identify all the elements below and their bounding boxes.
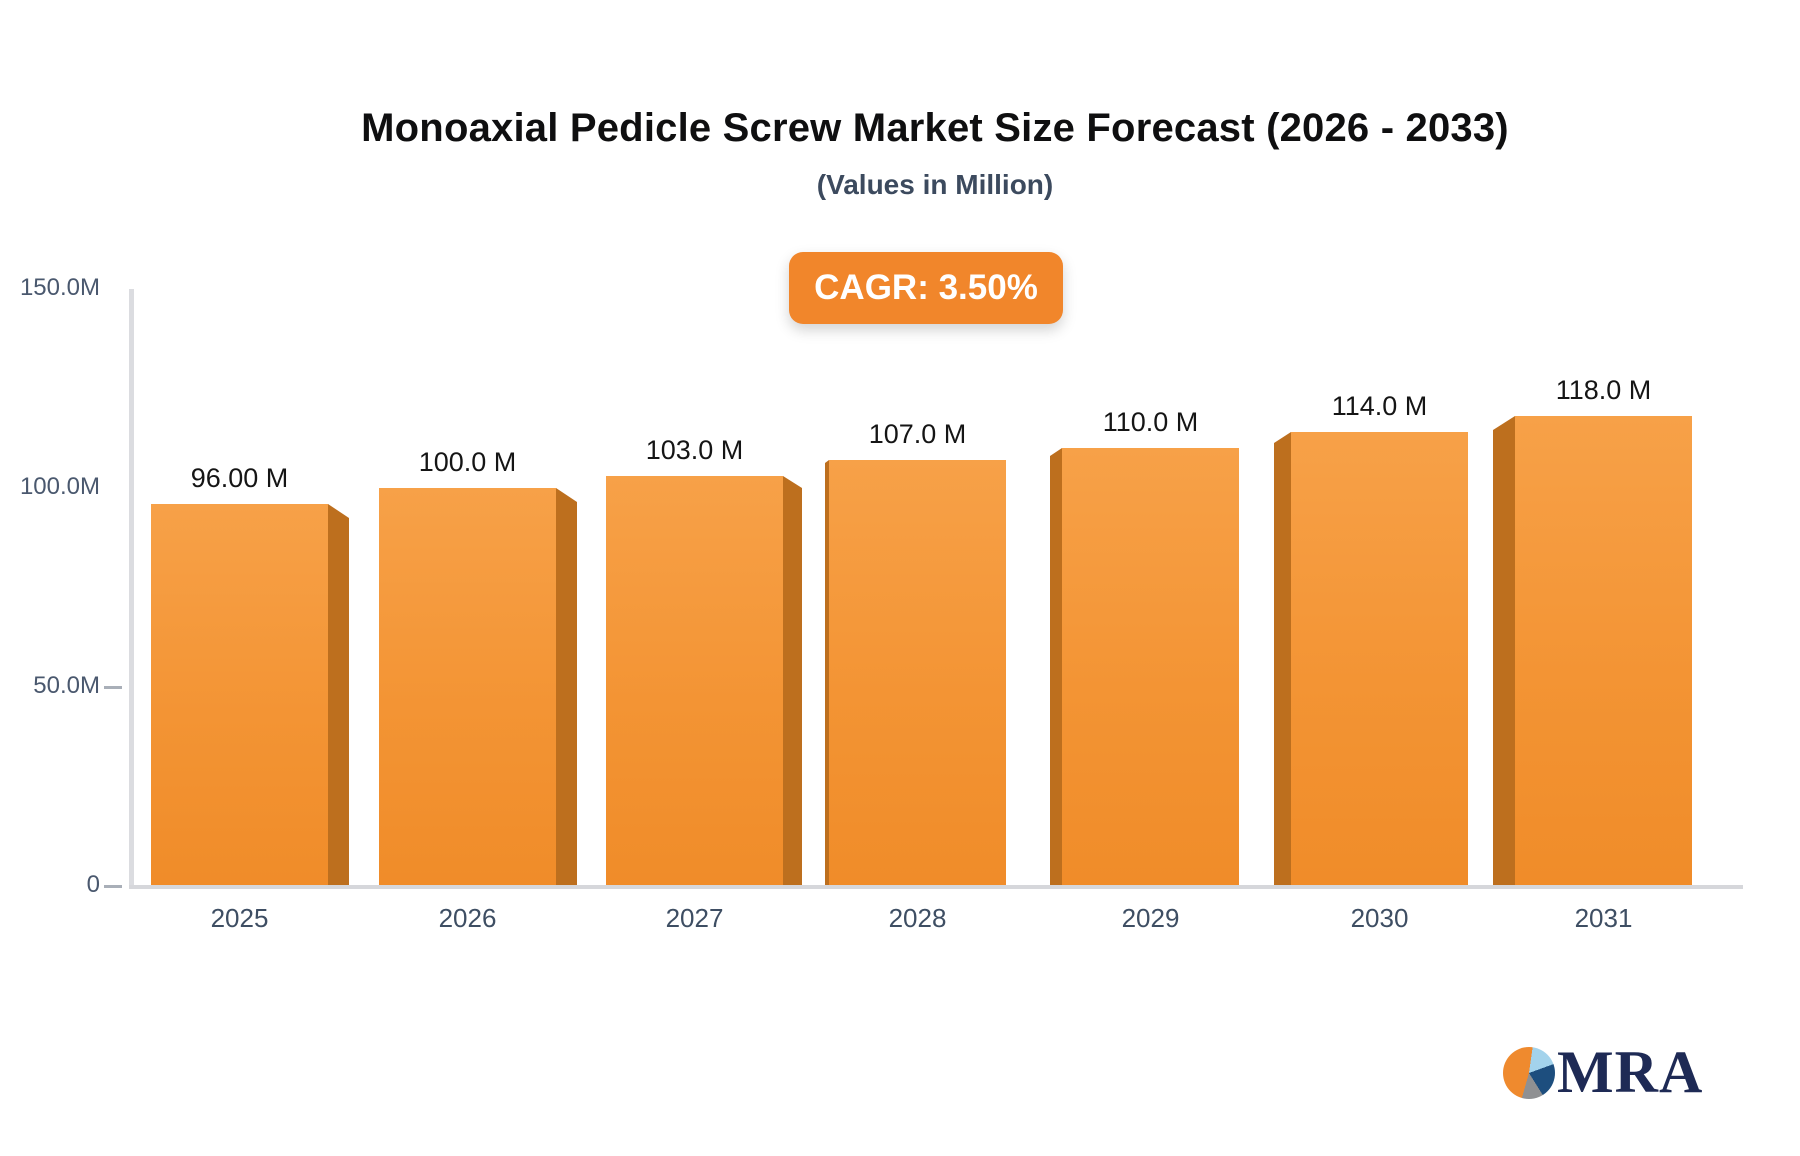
x-axis-label-2027: 2027: [665, 903, 724, 933]
bar-side-2027: [783, 476, 802, 886]
bar-side-2030: [1274, 432, 1291, 886]
bar-face-2028: [829, 460, 1006, 886]
y-axis-label-50.0M: 50.0M: [33, 672, 100, 699]
x-axis-label-2025: 2025: [210, 903, 269, 933]
value-label-2027: 103.0 M: [645, 435, 744, 465]
value-label-2028: 107.0 M: [868, 419, 967, 449]
value-label-2030: 114.0 M: [1331, 391, 1428, 421]
bar-side-2028: [825, 460, 829, 886]
bar-2025[interactable]: [151, 504, 349, 886]
chart-header: Monoaxial Pedicle Screw Market Size Fore…: [130, 0, 1740, 201]
x-axis-label-2026: 2026: [438, 903, 497, 933]
bar-2029[interactable]: [1050, 448, 1239, 886]
value-label-2031: 118.0 M: [1555, 375, 1652, 405]
y-axis-tick: [104, 885, 122, 888]
bar-2026[interactable]: [379, 488, 577, 886]
brand-name: MRA: [1557, 1039, 1704, 1105]
y-axis-label-100.0M: 100.0M: [19, 473, 100, 500]
brand-logo: MRA: [1503, 1038, 1703, 1107]
chart-subtitle: (Values in Million): [816, 169, 1054, 200]
bar-face-2026: [379, 488, 556, 886]
value-label-2029: 110.0 M: [1102, 407, 1199, 437]
x-axis-label-2031: 2031: [1574, 903, 1633, 933]
bar-face-2025: [151, 504, 328, 886]
y-axis-label-0: 0: [86, 871, 100, 898]
bar-side-2025: [328, 504, 349, 886]
bar-side-2031: [1493, 416, 1515, 886]
x-axis-line: [129, 885, 1743, 889]
chart-title: Monoaxial Pedicle Screw Market Size Fore…: [361, 106, 1509, 150]
bar-face-2029: [1062, 448, 1239, 886]
x-axis-label-2028: 2028: [888, 903, 947, 933]
bar-2028[interactable]: [825, 460, 1006, 886]
bar-side-2029: [1050, 448, 1062, 886]
value-label-2026: 100.0 M: [418, 447, 517, 477]
bar-side-2026: [556, 488, 577, 886]
y-axis-line: [129, 289, 134, 886]
y-axis-label-150.0M: 150.0M: [19, 274, 100, 301]
bar-face-2027: [606, 476, 783, 886]
x-axis-label-2030: 2030: [1350, 903, 1409, 933]
x-axis-label-2029: 2029: [1121, 903, 1180, 933]
pie-chart-logo-icon: [1503, 1046, 1555, 1099]
bar-2031[interactable]: [1493, 416, 1692, 886]
bar-2027[interactable]: [606, 476, 802, 886]
bar-face-2031: [1515, 416, 1692, 886]
bar-face-2030: [1291, 432, 1468, 886]
value-label-2025: 96.00 M: [190, 463, 289, 493]
cagr-badge: CAGR: 3.50%: [789, 252, 1063, 324]
y-axis-tick: [104, 686, 122, 689]
bar-2030[interactable]: [1274, 432, 1468, 886]
